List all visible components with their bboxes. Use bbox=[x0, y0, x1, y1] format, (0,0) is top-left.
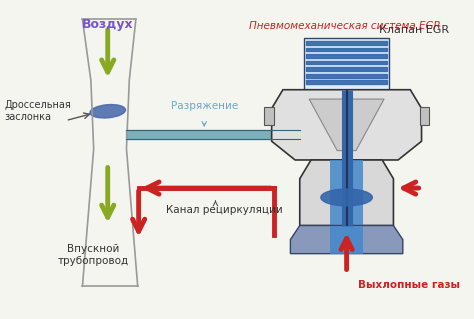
Polygon shape bbox=[309, 99, 384, 151]
Bar bbox=[264, 107, 273, 125]
Text: Клапан EGR: Клапан EGR bbox=[379, 26, 449, 35]
Polygon shape bbox=[291, 226, 403, 254]
Bar bbox=[304, 38, 389, 90]
Text: Пневмомеханическая система EGR: Пневмомеханическая система EGR bbox=[248, 21, 440, 31]
Text: Канал рециркуляции: Канал рециркуляции bbox=[166, 205, 283, 215]
Polygon shape bbox=[330, 160, 364, 226]
Text: Воздух: Воздух bbox=[82, 18, 134, 31]
Ellipse shape bbox=[90, 105, 126, 118]
Polygon shape bbox=[330, 226, 364, 254]
Ellipse shape bbox=[321, 189, 373, 206]
Text: Выхлопные газы: Выхлопные газы bbox=[358, 280, 460, 290]
Polygon shape bbox=[300, 160, 393, 226]
Text: Разряжение: Разряжение bbox=[171, 101, 238, 111]
Text: Дроссельная
заслонка: Дроссельная заслонка bbox=[5, 100, 72, 122]
Bar bbox=[419, 107, 429, 125]
Text: Впускной
трубопровод: Впускной трубопровод bbox=[58, 244, 129, 266]
Polygon shape bbox=[272, 90, 421, 160]
